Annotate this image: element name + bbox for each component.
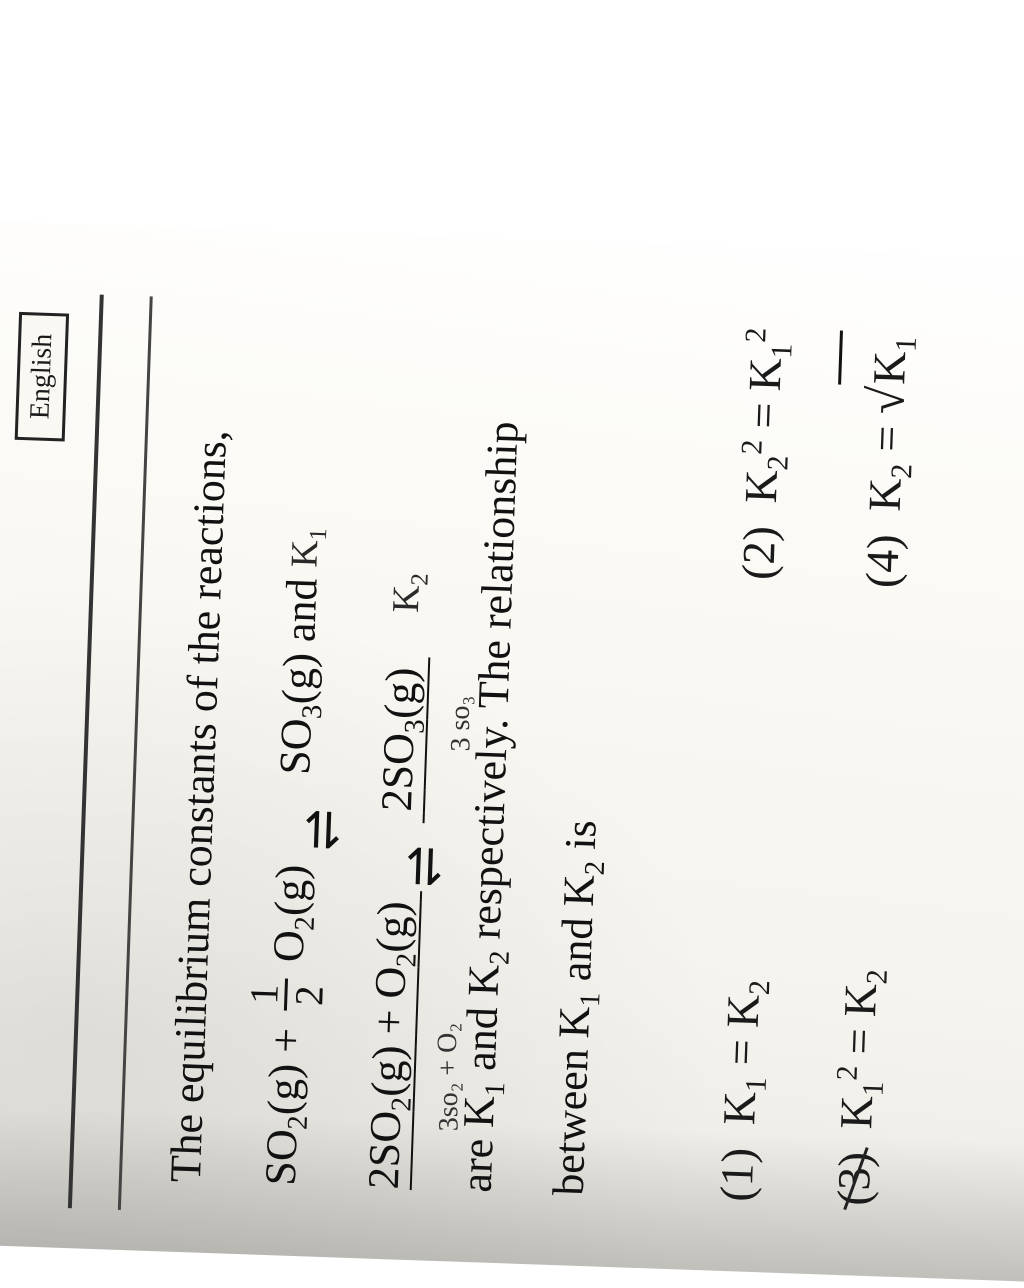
r1-reactant2: O2(g)	[264, 864, 316, 963]
r1-product: SO3(g)	[271, 652, 324, 775]
plus-sign: +	[261, 1027, 311, 1054]
equilibrium-arrow-icon	[398, 826, 400, 886]
handwritten-scribble-2: 3 so₃	[445, 696, 478, 752]
question-block: The equilibrium constants of the reactio…	[149, 307, 655, 1197]
handwritten-scribble-1: 3so₂ + O₂	[432, 1023, 466, 1132]
k2-handwritten: K2	[385, 572, 428, 613]
top-rule	[68, 295, 104, 1209]
option-4: (4) K2 = K1	[827, 330, 942, 589]
option-2: (2) K22 = K12	[710, 326, 815, 581]
option-3: (3) K12 = K2	[805, 967, 919, 1207]
between-line: between K1 and K2 is	[532, 321, 637, 1197]
option-1: (1) K1 = K2	[689, 978, 793, 1203]
r1-tail: and	[275, 567, 327, 643]
scanned-page: English The equilibrium constants of the…	[0, 221, 1024, 1288]
k1-handwritten: K1	[284, 527, 327, 568]
question-intro: The equilibrium constants of the reactio…	[149, 307, 254, 1183]
mid-rule	[118, 296, 153, 1210]
r2-underlined: 2SO2(g) + O2(g) 2SO3(g)	[359, 656, 427, 1190]
option-row-2: (3) K12 = K2 (4) K2 = K1	[805, 330, 942, 1207]
struck-option-number: (3)	[805, 1150, 903, 1207]
half-fraction: 1 2	[244, 977, 332, 1012]
r1-reactant1: SO2(g)	[256, 1063, 309, 1186]
option-row-1: (1) K1 = K2 (2) K22 = K12	[689, 326, 816, 1203]
sqrt-icon: K1	[833, 330, 942, 416]
options-block: (1) K1 = K2 (2) K22 = K12 (3) K12 = K2 (…	[689, 326, 962, 1208]
equilibrium-arrow-icon	[297, 790, 299, 850]
reaction-1: SO2(g) + 1 2 O2(g) SO3(g) and K1	[242, 311, 359, 1188]
language-box: English	[15, 312, 69, 441]
language-label: English	[24, 333, 58, 420]
